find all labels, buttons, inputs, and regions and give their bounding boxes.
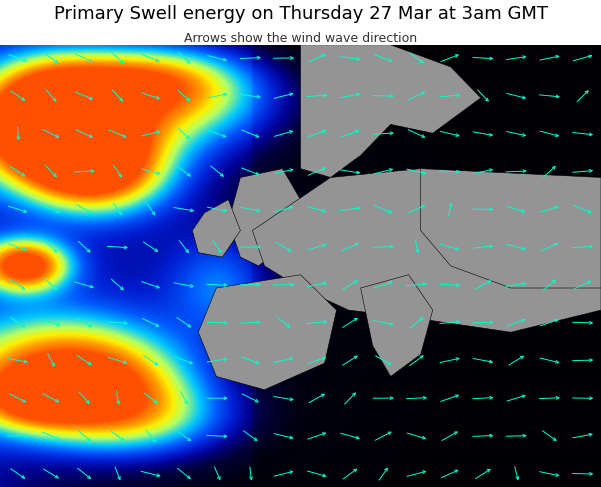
Text: Arrows show the wind wave direction: Arrows show the wind wave direction — [184, 32, 417, 45]
Text: Primary Swell energy on Thursday 27 Mar at 3am GMT: Primary Swell energy on Thursday 27 Mar … — [53, 5, 548, 23]
